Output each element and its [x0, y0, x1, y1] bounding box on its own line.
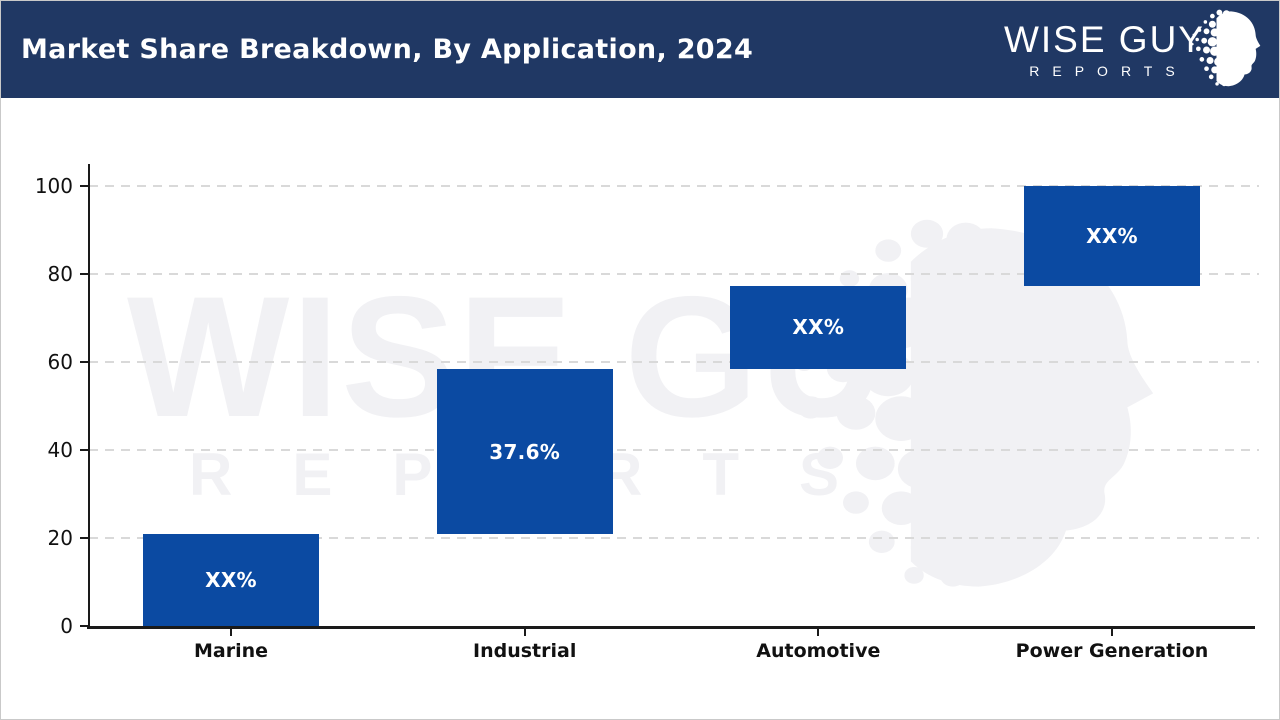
- x-tick-mark-2: [523, 629, 526, 636]
- y-axis-line: [88, 164, 90, 629]
- bar-value-label: XX%: [1086, 223, 1138, 248]
- page-title: Market Share Breakdown, By Application, …: [21, 34, 754, 65]
- category-label-power-generation: Power Generation: [1015, 640, 1209, 662]
- y-tick-label-20: 20: [47, 526, 73, 550]
- bar-marine: XX%: [143, 534, 319, 626]
- bar-value-label: 37.6%: [489, 439, 561, 464]
- gridline-y100: [89, 185, 1259, 187]
- y-tick-label-80: 80: [47, 262, 73, 286]
- brand-text: WISE GUY REPORTS: [1004, 21, 1205, 79]
- gridline-y20: [89, 537, 1259, 539]
- bar-automotive: XX%: [730, 285, 907, 370]
- category-label-marine: Marine: [193, 640, 269, 662]
- category-label-automotive: Automotive: [756, 640, 881, 662]
- gridline-y60: [89, 361, 1259, 363]
- category-label-industrial: Industrial: [473, 640, 577, 662]
- x-tick-mark-4: [1111, 629, 1113, 636]
- gridline-y40: [89, 449, 1259, 451]
- bar-power-generation: XX%: [1024, 186, 1200, 286]
- bar-value-label: XX%: [205, 568, 257, 593]
- bar-value-label: XX%: [792, 315, 845, 340]
- brand-subtitle: REPORTS: [1029, 62, 1188, 79]
- y-tick-mark-40: [80, 449, 89, 451]
- y-tick-label-40: 40: [47, 438, 73, 462]
- y-tick-mark-80: [80, 273, 89, 275]
- x-tick-mark-3: [817, 629, 820, 636]
- x-tick-mark-1: [230, 629, 232, 636]
- y-tick-label-0: 0: [60, 614, 73, 638]
- y-tick-mark-60: [80, 361, 89, 363]
- y-tick-label-100: 100: [34, 174, 73, 198]
- bar-industrial: 37.6%: [436, 369, 613, 535]
- brand-wordmark: WISE GUY: [1003, 18, 1205, 60]
- y-tick-label-60: 60: [47, 350, 73, 374]
- header: Market Share Breakdown, By Application, …: [1, 1, 1279, 98]
- gridline-y80: [89, 273, 1259, 275]
- y-tick-mark-0: [80, 625, 89, 627]
- brand-logo: WISE GUY REPORTS: [1004, 9, 1265, 91]
- y-tick-mark-100: [80, 185, 89, 187]
- y-tick-mark-20: [80, 537, 89, 539]
- x-axis-line: [87, 626, 1255, 629]
